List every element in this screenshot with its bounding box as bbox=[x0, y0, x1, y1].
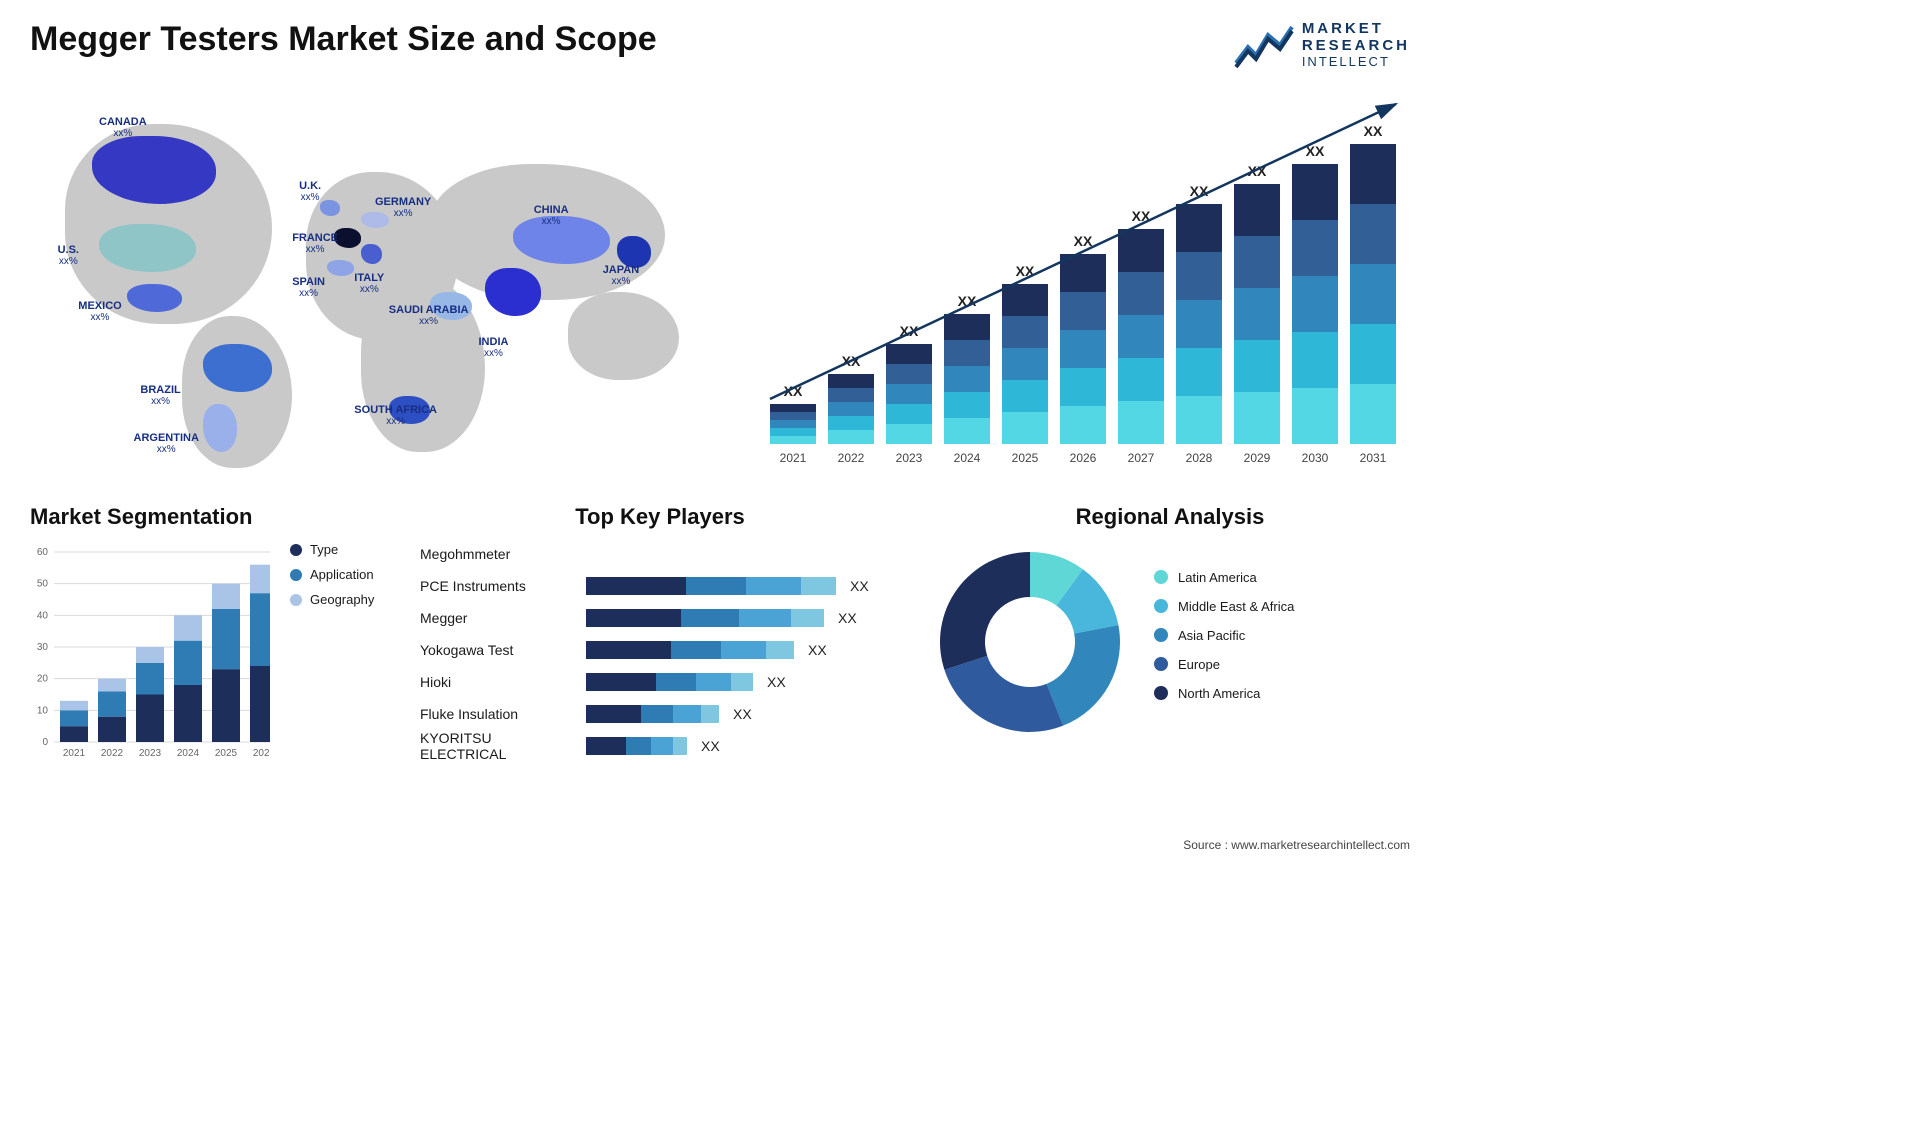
svg-text:2025: 2025 bbox=[215, 748, 238, 759]
legend-item: Geography bbox=[290, 592, 374, 607]
regional-legend: Latin America Middle East & Africa Asia Pa… bbox=[1154, 570, 1294, 715]
country-shape bbox=[485, 268, 540, 316]
svg-text:10: 10 bbox=[37, 706, 49, 717]
svg-text:0: 0 bbox=[42, 737, 48, 748]
svg-text:30: 30 bbox=[37, 642, 49, 653]
svg-text:2030: 2030 bbox=[1302, 451, 1329, 465]
key-players-panel: Top Key Players Megohmmeter PCE Instrumen… bbox=[420, 504, 900, 784]
logo-icon bbox=[1234, 21, 1294, 69]
country-label: CHINAxx% bbox=[534, 204, 569, 227]
svg-text:2022: 2022 bbox=[838, 451, 865, 465]
svg-text:2021: 2021 bbox=[63, 748, 86, 759]
svg-text:2027: 2027 bbox=[1128, 451, 1155, 465]
player-value: XX bbox=[733, 706, 752, 722]
svg-text:2023: 2023 bbox=[139, 748, 162, 759]
svg-text:XX: XX bbox=[1074, 233, 1093, 249]
svg-text:2024: 2024 bbox=[177, 748, 200, 759]
logo-line1: MARKET bbox=[1302, 20, 1410, 37]
legend-item: Europe bbox=[1154, 657, 1294, 672]
country-label: SOUTH AFRICAxx% bbox=[354, 404, 437, 427]
player-value: XX bbox=[838, 610, 857, 626]
players-chart: MegohmmeterPCE InstrumentsXXMeggerXXYoko… bbox=[420, 542, 900, 758]
country-shape bbox=[361, 244, 382, 264]
svg-text:2022: 2022 bbox=[101, 748, 124, 759]
legend-item: Latin America bbox=[1154, 570, 1294, 585]
country-label: U.K.xx% bbox=[299, 180, 321, 203]
legend-item: Asia Pacific bbox=[1154, 628, 1294, 643]
country-label: ARGENTINAxx% bbox=[134, 432, 199, 455]
logo-line2: RESEARCH bbox=[1302, 37, 1410, 54]
country-label: GERMANYxx% bbox=[375, 196, 431, 219]
regional-donut bbox=[930, 542, 1130, 742]
svg-text:2028: 2028 bbox=[1186, 451, 1213, 465]
player-row: Megohmmeter bbox=[420, 542, 900, 566]
player-row: Fluke Insulation XX bbox=[420, 702, 900, 726]
country-label: MEXICOxx% bbox=[78, 300, 121, 323]
svg-text:2023: 2023 bbox=[896, 451, 923, 465]
player-row: Hioki XX bbox=[420, 670, 900, 694]
svg-text:2031: 2031 bbox=[1360, 451, 1387, 465]
players-title: Top Key Players bbox=[420, 504, 900, 530]
svg-text:2029: 2029 bbox=[1244, 451, 1271, 465]
player-name: Hioki bbox=[420, 674, 580, 690]
player-row: PCE Instruments XX bbox=[420, 574, 900, 598]
player-row: Yokogawa Test XX bbox=[420, 638, 900, 662]
market-growth-chart: XX2021XX2022XX2023XX2024XX2025XX2026XX20… bbox=[750, 84, 1410, 484]
legend-item: North America bbox=[1154, 686, 1294, 701]
country-label: JAPANxx% bbox=[603, 264, 639, 287]
player-value: XX bbox=[701, 738, 720, 754]
svg-text:40: 40 bbox=[37, 611, 49, 622]
country-label: INDIAxx% bbox=[479, 336, 509, 359]
player-value: XX bbox=[808, 642, 827, 658]
player-name: Fluke Insulation bbox=[420, 706, 580, 722]
player-name: Megohmmeter bbox=[420, 546, 580, 562]
legend-item: Application bbox=[290, 567, 374, 582]
regional-panel: Regional Analysis Latin America Middle Ea… bbox=[930, 504, 1410, 784]
svg-text:2025: 2025 bbox=[1012, 451, 1039, 465]
world-map: CANADAxx% U.S.xx% MEXICOxx% BRAZILxx% ARGENT… bbox=[30, 84, 720, 484]
svg-text:2026: 2026 bbox=[253, 748, 270, 759]
player-name: Yokogawa Test bbox=[420, 642, 580, 658]
segmentation-legend: Type Application Geography bbox=[290, 542, 374, 762]
segmentation-panel: Market Segmentation 0 10 20 30 40 50 60 2021 202… bbox=[30, 504, 390, 784]
segmentation-chart: 0 10 20 30 40 50 60 2021 2022 2023 2024 2025 2026 bbox=[30, 542, 270, 762]
player-value: XX bbox=[850, 578, 869, 594]
legend-item: Middle East & Africa bbox=[1154, 599, 1294, 614]
svg-text:2021: 2021 bbox=[780, 451, 807, 465]
country-label: BRAZILxx% bbox=[140, 384, 180, 407]
svg-text:XX: XX bbox=[1364, 123, 1383, 139]
player-row: KYORITSU ELECTRICALXX bbox=[420, 734, 900, 758]
country-label: CANADAxx% bbox=[99, 116, 147, 139]
segmentation-title: Market Segmentation bbox=[30, 504, 390, 530]
page-title: Megger Testers Market Size and Scope bbox=[30, 20, 657, 59]
svg-text:2026: 2026 bbox=[1070, 451, 1097, 465]
svg-text:60: 60 bbox=[37, 547, 49, 558]
player-row: Megger XX bbox=[420, 606, 900, 630]
country-label: ITALYxx% bbox=[354, 272, 384, 295]
legend-item: Type bbox=[290, 542, 374, 557]
country-label: SAUDI ARABIAxx% bbox=[389, 304, 469, 327]
svg-text:50: 50 bbox=[37, 579, 49, 590]
country-label: U.S.xx% bbox=[58, 244, 79, 267]
player-value: XX bbox=[767, 674, 786, 690]
logo-line3: INTELLECT bbox=[1302, 55, 1410, 70]
svg-text:20: 20 bbox=[37, 674, 49, 685]
country-label: SPAINxx% bbox=[292, 276, 325, 299]
source-attribution: Source : www.marketresearchintellect.com bbox=[1183, 838, 1410, 852]
country-label: FRANCExx% bbox=[292, 232, 338, 255]
brand-logo: MARKET RESEARCH INTELLECT bbox=[1234, 20, 1410, 69]
svg-text:2024: 2024 bbox=[954, 451, 981, 465]
regional-title: Regional Analysis bbox=[930, 504, 1410, 530]
player-name: PCE Instruments bbox=[420, 578, 580, 594]
player-name: KYORITSU ELECTRICAL bbox=[420, 730, 580, 762]
player-name: Megger bbox=[420, 610, 580, 626]
